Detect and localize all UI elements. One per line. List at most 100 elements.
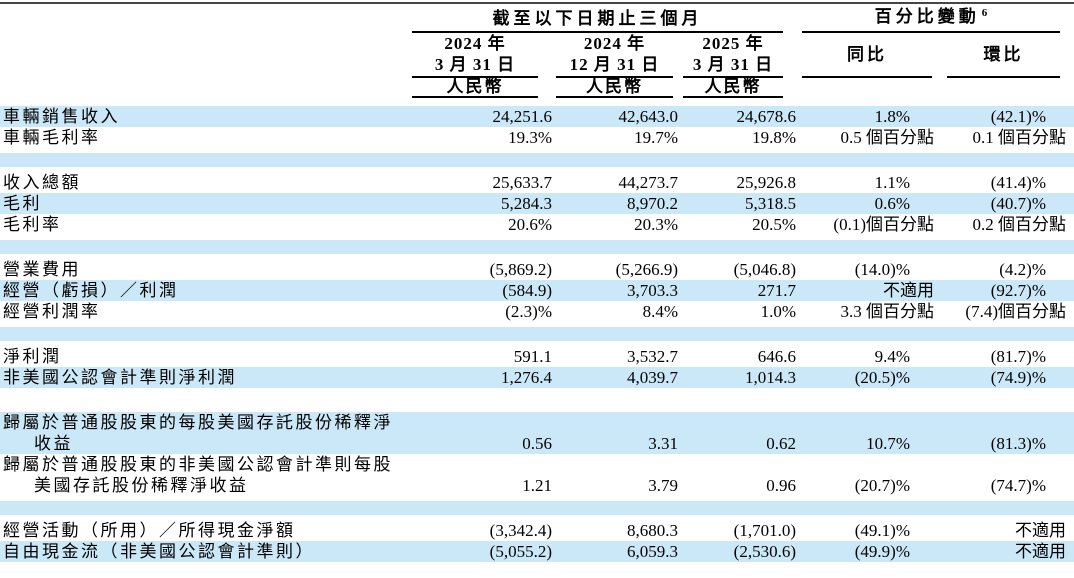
value-cell: (2.3)% xyxy=(396,301,556,322)
value-cell: 0.6% xyxy=(800,193,936,214)
col-date: 12 月 31 日 xyxy=(569,55,660,74)
table-row: 歸屬於普通股股東的每股美國存託股份稀釋淨 收益 0.56 3.31 0.62 10.7%(… xyxy=(0,412,1074,454)
value-cell: 24,678.6 xyxy=(682,106,800,127)
row-label: 車輛毛利率 xyxy=(0,127,396,148)
row-label: 經營活動（所用）／所得現金淨額 xyxy=(0,520,396,541)
value-cell: 0.56 xyxy=(396,412,556,454)
value-cell: 3,532.7 xyxy=(556,346,682,367)
value-cell: (74.7)% xyxy=(936,454,1074,496)
value-cell: 5,318.5 xyxy=(682,193,800,214)
value-cell: (74.9)% xyxy=(936,367,1074,388)
period-group-header: 截至以下日期止三個月 xyxy=(396,5,800,33)
empty-header-cell xyxy=(800,78,936,98)
value-cell: (40.7)% xyxy=(936,193,1074,214)
value-cell: 0.5 個百分點 xyxy=(800,127,936,148)
value-cell: (20.5)% xyxy=(800,367,936,388)
value-cell: (5,869.2) xyxy=(396,259,556,280)
value-cell: 19.8% xyxy=(682,127,800,148)
value-cell: 0.96 xyxy=(682,454,800,496)
row-label: 收入總額 xyxy=(0,172,396,193)
separator-row xyxy=(0,235,1074,259)
period-group-label: 截至以下日期止三個月 xyxy=(412,7,783,33)
value-cell: 19.7% xyxy=(556,127,682,148)
table-row: 歸屬於普通股股東的非美國公認會計準則每股 美國存託股份稀釋淨收益 1.21 3.79 0… xyxy=(0,454,1074,496)
table-row: 車輛毛利率 19.3% 19.7% 19.8% 0.5 個百分點 0.1 個百分點 xyxy=(0,127,1074,148)
value-cell: (14.0)% xyxy=(800,259,936,280)
footnote-ref-6: 6 xyxy=(981,7,988,19)
row-label: 非美國公認會計準則淨利潤 xyxy=(0,367,396,388)
row-label: 歸屬於普通股股東的非美國公認會計準則每股 美國存託股份稀釋淨收益 xyxy=(0,454,396,496)
value-cell: (584.9) xyxy=(396,280,556,301)
row-label: 車輛銷售收入 xyxy=(0,106,396,127)
empty-header-cell xyxy=(0,5,396,33)
currency-label-c2: 人民幣 xyxy=(556,78,682,98)
value-cell: (92.7)% xyxy=(936,280,1074,301)
empty-header-cell xyxy=(936,78,1074,98)
value-cell: 1.8% xyxy=(800,106,936,127)
value-cell: 3.3 個百分點 xyxy=(800,301,936,322)
row-label: 毛利率 xyxy=(0,214,396,235)
row-label: 自由現金流（非美國公認會計準則） xyxy=(0,541,396,562)
table-row: 收入總額 25,633.7 44,273.7 25,926.8 1.1% (41.4)% xyxy=(0,172,1074,193)
value-cell: (4.2)% xyxy=(936,259,1074,280)
value-cell: (1,701.0) xyxy=(682,520,800,541)
value-cell: (5,046.8) xyxy=(682,259,800,280)
value-cell: 19.3% xyxy=(396,127,556,148)
row-label: 歸屬於普通股股東的每股美國存託股份稀釋淨 收益 xyxy=(0,412,396,454)
value-cell: 9.4% xyxy=(800,346,936,367)
value-cell: (81.7)% xyxy=(936,346,1074,367)
value-cell: 20.6% xyxy=(396,214,556,235)
table-body: 車輛銷售收入 24,251.6 42,643.0 24,678.6 1.8% (42.1)… xyxy=(0,106,1074,562)
value-cell: (49.1)% xyxy=(800,520,936,541)
value-cell: 4,039.7 xyxy=(556,367,682,388)
value-cell: 646.6 xyxy=(682,346,800,367)
col-date: 3 月 31 日 xyxy=(434,55,516,74)
separator-band xyxy=(0,388,1074,412)
table-row: 車輛銷售收入 24,251.6 42,643.0 24,678.6 1.8% (42.1)… xyxy=(0,106,1074,127)
value-cell: 3.31 xyxy=(556,412,682,454)
row-label: 經營利潤率 xyxy=(0,301,396,322)
value-cell: (81.3)% xyxy=(936,412,1074,454)
col-header-2024-12-31: 2024 年 12 月 31 日 xyxy=(556,33,682,78)
value-cell: 44,273.7 xyxy=(556,172,682,193)
value-cell: (2,530.6) xyxy=(682,541,800,562)
value-cell: 1,014.3 xyxy=(682,367,800,388)
value-cell: 1.1% xyxy=(800,172,936,193)
value-cell: 1.21 xyxy=(396,454,556,496)
separator-band xyxy=(0,148,1074,172)
separator-row xyxy=(0,148,1074,172)
value-cell: (49.9)% xyxy=(800,541,936,562)
header-gap xyxy=(0,98,1074,106)
currency-header-row: 人民幣 人民幣 人民幣 xyxy=(0,78,1074,98)
table-row: 經營（虧損）／利潤 (584.9) 3,703.3 271.7 不適用 (92.7)% xyxy=(0,280,1074,301)
table-row: 非美國公認會計準則淨利潤 1,276.4 4,039.7 1,014.3 (20.5)%… xyxy=(0,367,1074,388)
value-cell: 不適用 xyxy=(800,280,936,301)
table-row: 營業費用 (5,869.2) (5,266.9) (5,046.8) (14.0)% (4… xyxy=(0,259,1074,280)
value-cell: (5,266.9) xyxy=(556,259,682,280)
separator-band xyxy=(0,235,1074,259)
value-cell: 不適用 xyxy=(936,520,1074,541)
value-cell: 25,633.7 xyxy=(396,172,556,193)
separator-band xyxy=(0,322,1074,346)
value-cell: (42.1)% xyxy=(936,106,1074,127)
row-label: 經營（虧損）／利潤 xyxy=(0,280,396,301)
table-header: 截至以下日期止三個月 百分比變動 6 2024 年 3 月 31 日 2024 年 1… xyxy=(0,5,1074,106)
value-cell: 24,251.6 xyxy=(396,106,556,127)
value-cell: 1,276.4 xyxy=(396,367,556,388)
separator-row xyxy=(0,496,1074,520)
quarterly-financials-table: 截至以下日期止三個月 百分比變動 6 2024 年 3 月 31 日 2024 年 1… xyxy=(0,5,1074,562)
pct-change-group-header: 百分比變動 6 xyxy=(800,5,1074,33)
table-row: 毛利 5,284.3 8,970.2 5,318.5 0.6% (40.7)% xyxy=(0,193,1074,214)
col-date: 3 月 31 日 xyxy=(692,55,774,74)
row-label: 營業費用 xyxy=(0,259,396,280)
col-header-qoq: 環比 xyxy=(936,33,1074,78)
col-year: 2025 年 xyxy=(702,34,764,53)
table-row: 自由現金流（非美國公認會計準則） (5,055.2) 6,059.3 (2,530.6… xyxy=(0,541,1074,562)
value-cell: 5,284.3 xyxy=(396,193,556,214)
col-header-2025-03-31: 2025 年 3 月 31 日 xyxy=(682,33,800,78)
value-cell: 20.5% xyxy=(682,214,800,235)
value-cell: 不適用 xyxy=(936,541,1074,562)
table-row: 淨利潤 591.1 3,532.7 646.6 9.4% (81.7)% xyxy=(0,346,1074,367)
value-cell: 6,059.3 xyxy=(556,541,682,562)
row-label: 淨利潤 xyxy=(0,346,396,367)
